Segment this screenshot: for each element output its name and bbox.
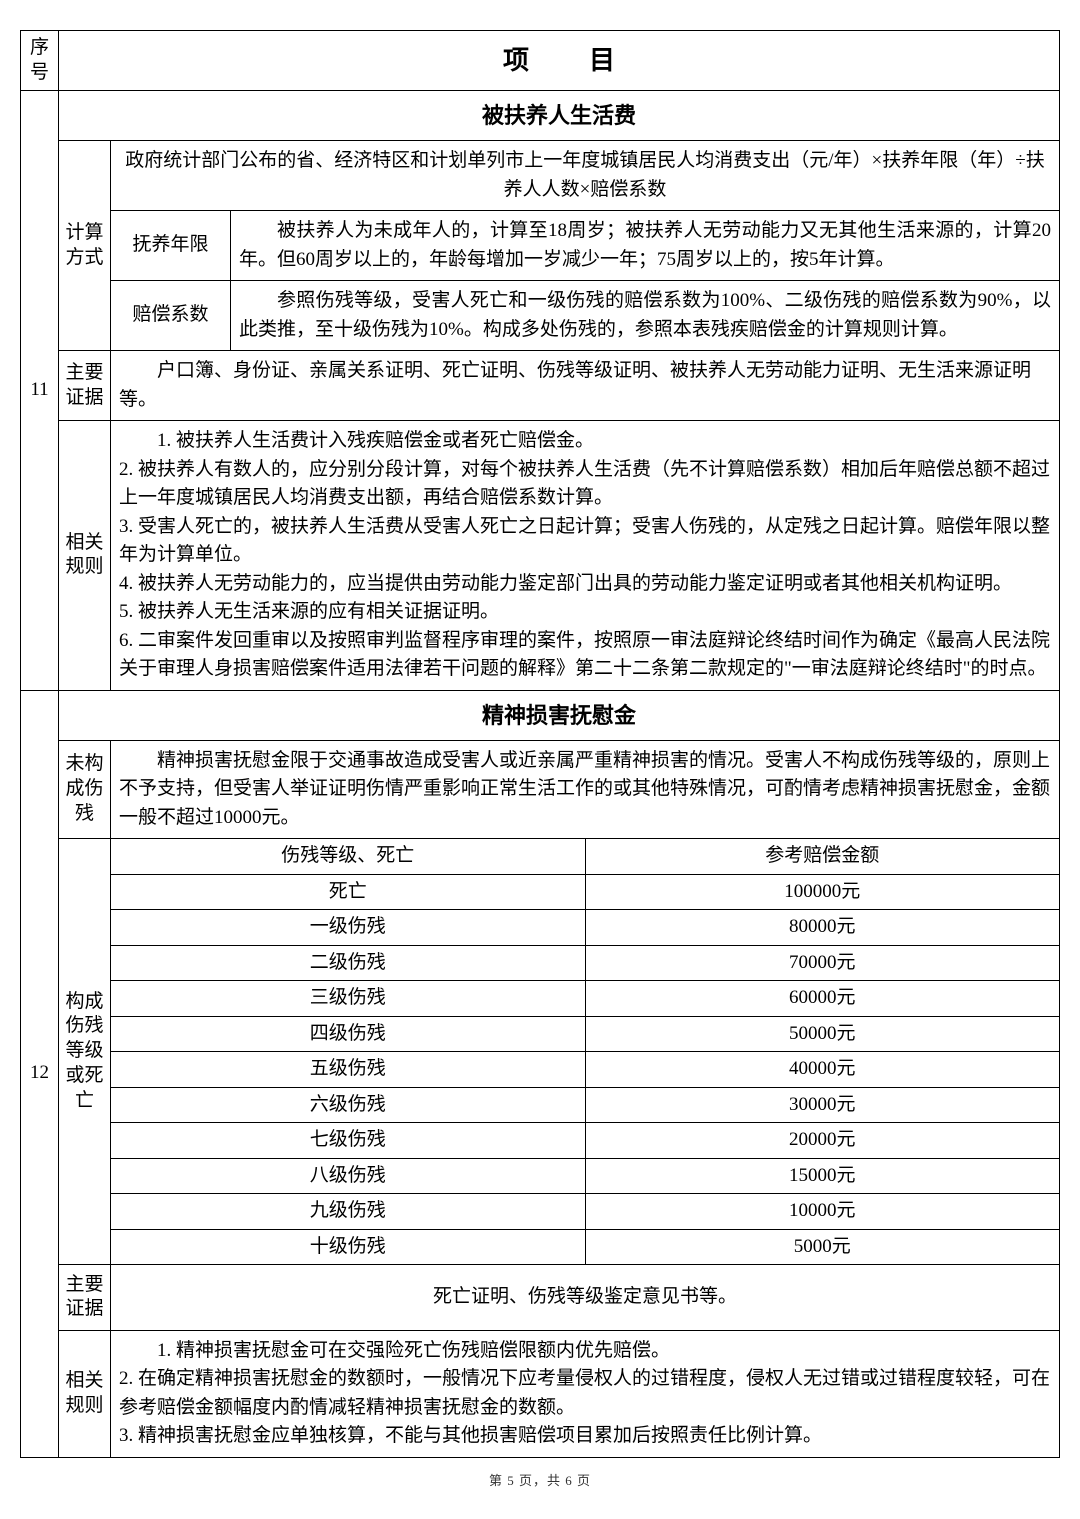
compensation-table-cell: 伤残等级、死亡 参考赔偿金额 死亡100000元 一级伤残80000元 二级伤残… <box>111 839 1060 1265</box>
seq-11: 11 <box>21 91 59 691</box>
compensation-table: 伤残等级、死亡 参考赔偿金额 死亡100000元 一级伤残80000元 二级伤残… <box>111 839 1059 1264</box>
comp-row: 二级伤残70000元 <box>111 945 1059 981</box>
coef-label: 赔偿系数 <box>111 281 231 351</box>
comp-head-level: 伤残等级、死亡 <box>111 839 585 874</box>
rules-text-12: 1. 精神损害抚慰金可在交强险死亡伤残赔偿限额内优先赔偿。 2. 在确定精神损害… <box>111 1330 1060 1457</box>
evidence-text-12: 死亡证明、伤残等级鉴定意见书等。 <box>111 1265 1060 1331</box>
comp-row: 五级伤残40000元 <box>111 1052 1059 1088</box>
header-row: 序号 项目 <box>21 31 1060 91</box>
comp-row: 八级伤残15000元 <box>111 1158 1059 1194</box>
comp-row: 死亡100000元 <box>111 874 1059 910</box>
title-11: 被扶养人生活费 <box>59 91 1060 141</box>
formula-11: 政府统计部门公布的省、经济特区和计划单列市上一年度城镇居民人均消费支出（元/年）… <box>111 141 1060 211</box>
comp-head-amount: 参考赔偿金额 <box>585 839 1059 874</box>
comp-row: 七级伤残20000元 <box>111 1123 1059 1159</box>
title-12: 精神损害抚慰金 <box>59 690 1060 740</box>
evidence-label-12: 主要证据 <box>59 1265 111 1331</box>
comp-row: 九级伤残10000元 <box>111 1194 1059 1230</box>
evidence-text-11: 户口簿、身份证、亲属关系证明、死亡证明、伤残等级证明、被扶养人无劳动能力证明、无… <box>111 351 1060 421</box>
comp-row: 四级伤残50000元 <box>111 1016 1059 1052</box>
fyear-label: 抚养年限 <box>111 211 231 281</box>
comp-row: 三级伤残60000元 <box>111 981 1059 1017</box>
dis-label: 构成伤残等级或死亡 <box>59 839 111 1265</box>
nodis-label: 未构成伤残 <box>59 740 111 839</box>
evidence-label-11: 主要证据 <box>59 351 111 421</box>
rules-label-11: 相关规则 <box>59 421 111 691</box>
comp-row: 十级伤残5000元 <box>111 1229 1059 1264</box>
comp-row: 一级伤残80000元 <box>111 910 1059 946</box>
main-table: 序号 项目 11 被扶养人生活费 计算方式 政府统计部门公布的省、经济特区和计划… <box>20 30 1060 1458</box>
rules-label-12: 相关规则 <box>59 1330 111 1457</box>
page-footer: 第 5 页，共 6 页 <box>20 1470 1060 1489</box>
nodis-text: 精神损害抚慰金限于交通事故造成受害人或近亲属严重精神损害的情况。受害人不构成伤残… <box>111 740 1060 839</box>
header-proj: 项目 <box>59 31 1060 91</box>
coef-text: 参照伤残等级，受害人死亡和一级伤残的赔偿系数为100%、二级伤残的赔偿系数为90… <box>231 281 1060 351</box>
calc-label-11: 计算方式 <box>59 141 111 351</box>
comp-row: 六级伤残30000元 <box>111 1087 1059 1123</box>
header-seq: 序号 <box>21 31 59 91</box>
comp-head-row: 伤残等级、死亡 参考赔偿金额 <box>111 839 1059 874</box>
rules-text-11: 1. 被扶养人生活费计入残疾赔偿金或者死亡赔偿金。 2. 被扶养人有数人的，应分… <box>111 421 1060 691</box>
seq-12: 12 <box>21 690 59 1457</box>
fyear-text: 被扶养人为未成年人的，计算至18周岁；被扶养人无劳动能力又无其他生活来源的，计算… <box>231 211 1060 281</box>
